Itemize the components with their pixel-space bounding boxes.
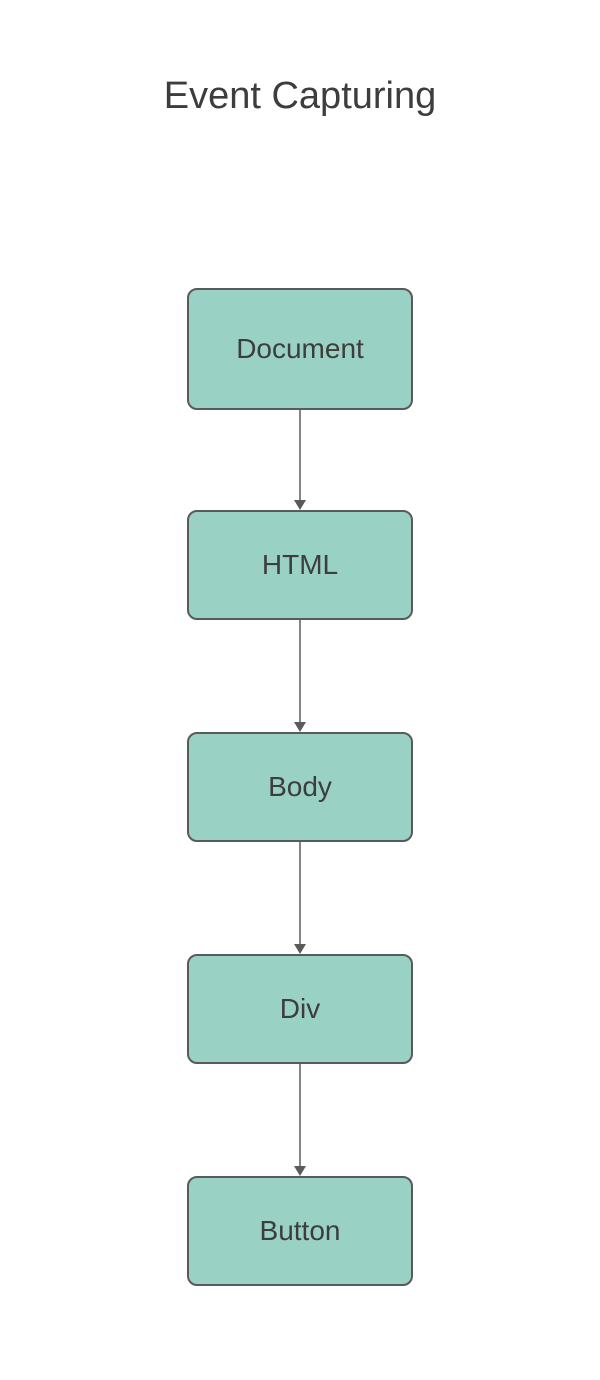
arrow-div-to-button — [288, 1064, 312, 1176]
arrow-body-to-div — [288, 842, 312, 954]
node-document: Document — [187, 288, 413, 410]
node-label: Div — [280, 993, 320, 1025]
diagram-title: Event Capturing — [164, 75, 437, 118]
node-html: HTML — [187, 510, 413, 620]
node-label: HTML — [262, 549, 338, 581]
arrow-html-to-body — [288, 620, 312, 732]
node-body: Body — [187, 732, 413, 842]
node-label: Button — [260, 1215, 341, 1247]
arrow-document-to-html — [288, 410, 312, 510]
node-button: Button — [187, 1176, 413, 1286]
node-label: Document — [236, 333, 364, 365]
node-label: Body — [268, 771, 332, 803]
node-div: Div — [187, 954, 413, 1064]
